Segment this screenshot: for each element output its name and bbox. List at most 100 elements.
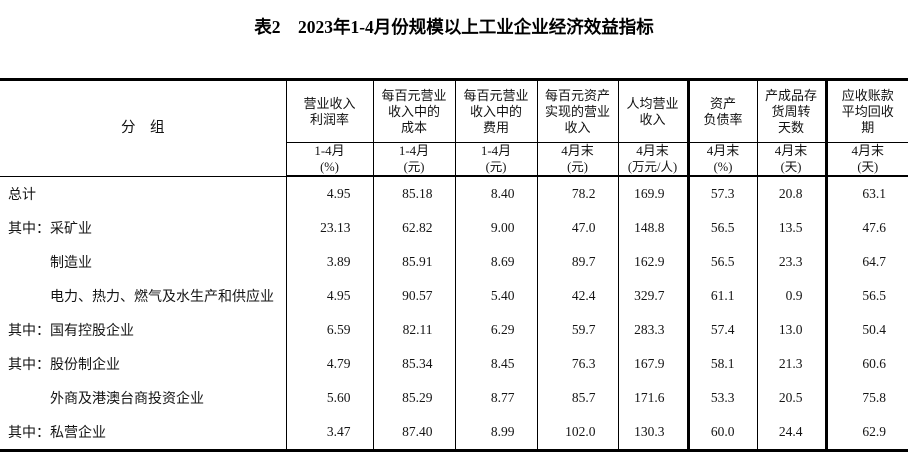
data-cell: 8.99 (455, 415, 538, 451)
table-row-state-holding: 其中：国有控股企业 6.59 82.11 6.29 59.7 283.3 57.… (0, 313, 908, 347)
data-cell: 4.79 (286, 347, 374, 381)
data-cell: 169.9 (618, 176, 690, 211)
data-cell: 87.40 (373, 415, 456, 451)
col-header-cost-per-100-yuan-revenue: 每百元营业 收入中的 成本 (373, 79, 456, 143)
table-title: 表2 2023年1-4月份规模以上工业企业经济效益指标 (254, 17, 654, 37)
period-unit-cell: 1-4月 (%) (286, 142, 374, 177)
period-label: 4月末 (851, 143, 884, 158)
data-cell: 5.40 (455, 279, 538, 313)
col-header-revenue-per-capita: 人均营业 收入 (618, 79, 690, 143)
data-cell: 60.6 (862, 356, 886, 371)
period-label: 1-4月 (480, 143, 512, 158)
data-cell: 56.5 (862, 288, 886, 303)
table-row-utilities: 电力、热力、燃气及水生产和供应业 4.95 90.57 5.40 42.4 32… (0, 279, 908, 313)
data-cell: 130.3 (618, 415, 690, 451)
data-cell: 47.0 (537, 211, 619, 245)
data-cell: 53.3 (688, 381, 758, 415)
row-label: 制造业 (0, 245, 287, 279)
data-cell: 50.4 (862, 322, 886, 337)
period-unit-cell: 4月末 (天) (826, 142, 908, 177)
row-label: 电力、热力、燃气及水生产和供应业 (0, 279, 287, 313)
data-cell: 3.47 (286, 415, 374, 451)
table-row-shareholding: 其中：股份制企业 4.79 85.34 8.45 76.3 167.9 58.1… (0, 347, 908, 381)
row-label: 其中：采矿业 (0, 211, 287, 245)
period-label: 1-4月 (398, 143, 430, 158)
data-cell: 61.1 (688, 279, 758, 313)
col-header-debt-to-asset-ratio: 资产 负债率 (688, 79, 758, 143)
data-cell: 6.29 (455, 313, 538, 347)
data-cell: 8.77 (455, 381, 538, 415)
table-row-manufacturing: 制造业 3.89 85.91 8.69 89.7 162.9 56.5 23.3… (0, 245, 908, 279)
period-unit-cell: 1-4月 (元) (455, 142, 538, 177)
data-cell: 63.1 (862, 186, 886, 201)
period-unit-cell: 4月末 (天) (757, 142, 828, 177)
data-cell: 75.8 (862, 390, 886, 405)
economic-indicators-table: 分 组 营业收入 利润率 每百元营业 收入中的 成本 每百元营业 收入中的 费用… (0, 78, 908, 452)
data-cell: 4.95 (286, 279, 374, 313)
data-cell: 8.40 (455, 176, 538, 211)
data-cell: 89.7 (537, 245, 619, 279)
data-cell: 162.9 (618, 245, 690, 279)
col-header-receivables-collection-period: 应收账款 平均回收 期 (826, 79, 908, 143)
data-cell: 85.34 (373, 347, 456, 381)
data-cell: 102.0 (537, 415, 619, 451)
period-unit-cell: 4月末 (%) (688, 142, 758, 177)
data-cell: 57.4 (688, 313, 758, 347)
data-cell: 62.9 (862, 424, 886, 439)
period-unit-cell: 4月末 (元) (537, 142, 619, 177)
data-cell: 20.5 (757, 381, 828, 415)
unit-label: (元) (403, 160, 425, 174)
data-cell: 13.5 (757, 211, 828, 245)
data-cell: 148.8 (618, 211, 690, 245)
table-header: 分 组 营业收入 利润率 每百元营业 收入中的 成本 每百元营业 收入中的 费用… (0, 79, 908, 177)
data-cell: 6.59 (286, 313, 374, 347)
period-label: 4月末 (774, 143, 808, 158)
data-cell: 167.9 (618, 347, 690, 381)
data-cell: 283.3 (618, 313, 690, 347)
period-unit-cell: 1-4月 (元) (373, 142, 456, 177)
data-cell: 3.89 (286, 245, 374, 279)
period-label: 4月末 (706, 143, 740, 158)
period-label: 4月末 (561, 143, 594, 158)
table-row-total: 总计 4.95 85.18 8.40 78.2 169.9 57.3 20.8 … (0, 176, 908, 211)
unit-label: (万元/人) (627, 160, 678, 174)
data-cell: 13.0 (757, 313, 828, 347)
unit-label: (元) (567, 160, 588, 174)
col-header-profit-margin-on-revenue: 营业收入 利润率 (286, 79, 374, 143)
data-cell: 47.6 (862, 220, 886, 235)
data-cell: 56.5 (688, 245, 758, 279)
row-label: 其中：国有控股企业 (0, 313, 287, 347)
data-cell: 78.2 (537, 176, 619, 211)
data-cell: 85.7 (537, 381, 619, 415)
data-cell: 9.00 (455, 211, 538, 245)
row-label: 外商及港澳台商投资企业 (0, 381, 287, 415)
data-cell: 85.18 (373, 176, 456, 211)
data-cell: 8.69 (455, 245, 538, 279)
period-unit-cell: 4月末 (万元/人) (618, 142, 690, 177)
col-header-finished-goods-turnover-days: 产成品存 货周转 天数 (757, 79, 828, 143)
table-row-foreign-hkmt-invested: 外商及港澳台商投资企业 5.60 85.29 8.77 85.7 171.6 5… (0, 381, 908, 415)
row-label: 总计 (0, 176, 287, 211)
table-row-mining: 其中：采矿业 23.13 62.82 9.00 47.0 148.8 56.5 … (0, 211, 908, 245)
data-cell: 58.1 (688, 347, 758, 381)
data-cell: 85.29 (373, 381, 456, 415)
row-label: 其中：股份制企业 (0, 347, 287, 381)
data-cell: 4.95 (286, 176, 374, 211)
data-cell: 24.4 (757, 415, 828, 451)
data-cell: 90.57 (373, 279, 456, 313)
data-cell: 329.7 (618, 279, 690, 313)
header-row-indicators: 分 组 营业收入 利润率 每百元营业 收入中的 成本 每百元营业 收入中的 费用… (0, 79, 908, 177)
col-header-group: 分 组 (0, 79, 287, 177)
data-cell: 62.82 (373, 211, 456, 245)
data-cell: 0.9 (757, 279, 828, 313)
table-body: 总计 4.95 85.18 8.40 78.2 169.9 57.3 20.8 … (0, 176, 908, 451)
row-label: 其中：私营企业 (0, 415, 287, 451)
data-cell: 57.3 (688, 176, 758, 211)
col-header-revenue-per-100-yuan-assets: 每百元资产 实现的营业 收入 (537, 79, 619, 143)
data-cell: 60.0 (688, 415, 758, 451)
data-cell: 23.13 (286, 211, 374, 245)
unit-label: (天) (780, 160, 802, 174)
data-cell: 8.45 (455, 347, 538, 381)
period-label: 1-4月 (314, 143, 345, 158)
